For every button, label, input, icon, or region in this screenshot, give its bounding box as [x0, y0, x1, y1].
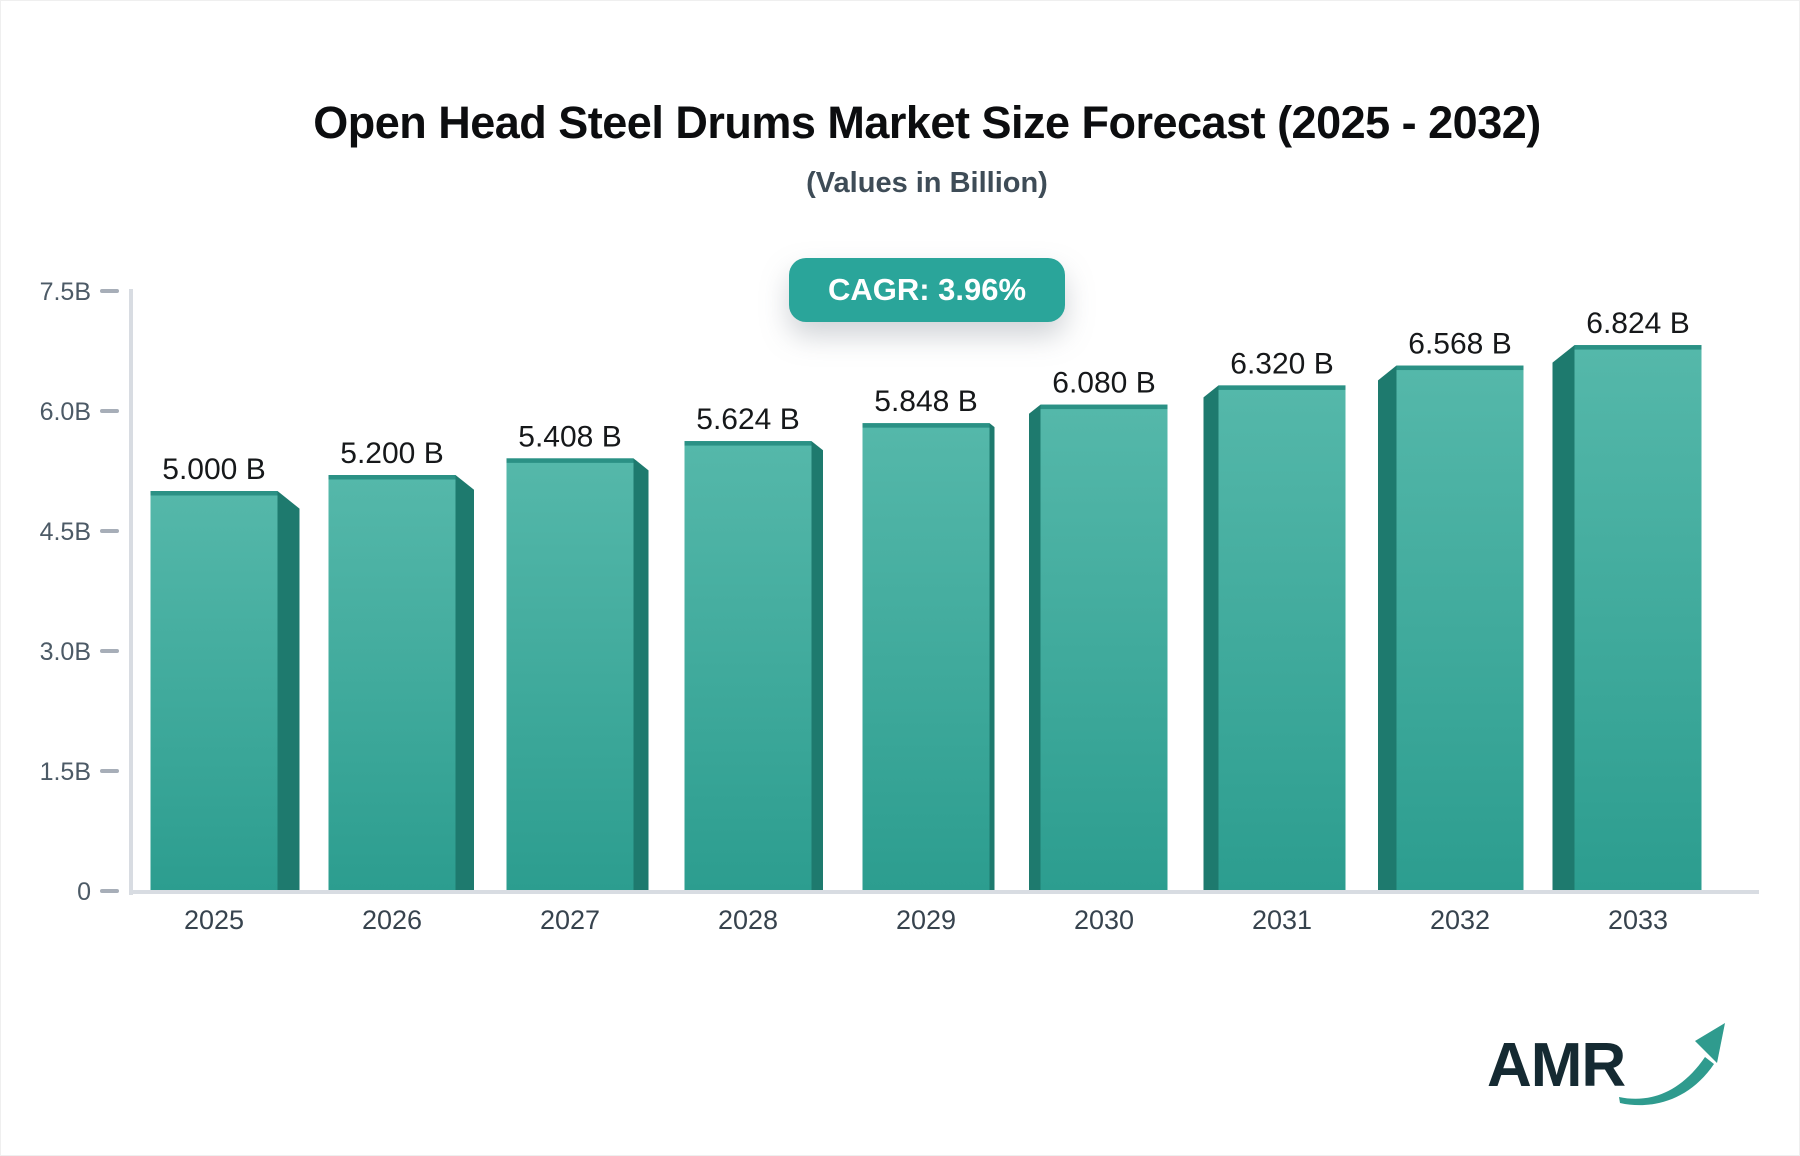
bar-value-label: 6.080 B	[1052, 367, 1155, 400]
chart-header: Open Head Steel Drums Market Size Foreca…	[1, 97, 1799, 200]
y-tick-label: 4.5B	[40, 518, 91, 546]
y-tick-label: 6.0B	[40, 398, 91, 426]
chart-subtitle: (Values in Billion)	[806, 167, 1048, 199]
bar-value-label: 5.624 B	[696, 403, 799, 436]
bar-top-edge	[150, 491, 278, 496]
bar-side-face	[989, 423, 995, 891]
bar-value-label: 6.568 B	[1408, 328, 1511, 361]
bar	[506, 458, 634, 891]
x-axis-label: 2027	[540, 905, 600, 935]
bar-side-face	[633, 458, 649, 891]
amr-logo: AMR	[1487, 1005, 1727, 1115]
chart-title: Open Head Steel Drums Market Size Foreca…	[313, 97, 1541, 148]
y-tick-label: 0	[77, 878, 91, 906]
bar-top-edge	[506, 458, 634, 463]
bar	[1218, 385, 1346, 891]
y-tick-dash	[100, 769, 119, 773]
bar-top-edge	[862, 423, 990, 428]
x-axis-label: 2032	[1430, 905, 1490, 935]
bar-top-edge	[1396, 365, 1524, 371]
y-tick-dash	[100, 889, 119, 893]
x-axis-line	[129, 890, 1759, 894]
bar-value-label: 5.848 B	[874, 385, 977, 418]
bar-side-face	[1203, 385, 1219, 891]
bar-top-edge	[1218, 385, 1346, 390]
bar-side-face	[1378, 365, 1397, 891]
bar	[1396, 365, 1524, 891]
bar	[1574, 345, 1702, 892]
y-tick-dash	[100, 649, 119, 653]
bar-value-label: 5.200 B	[340, 437, 443, 470]
bar-side-face	[455, 475, 474, 891]
bar-value-label: 6.824 B	[1586, 307, 1689, 340]
y-tick-dash	[100, 409, 119, 413]
bar-top-edge	[1040, 404, 1168, 410]
x-axis-label: 2030	[1074, 905, 1134, 935]
bar-top-edge	[328, 475, 456, 480]
x-axis-label: 2028	[718, 905, 778, 935]
bar-side-face	[1029, 404, 1041, 891]
y-tick-dash	[100, 529, 119, 533]
y-tick-label: 3.0B	[40, 638, 91, 666]
y-axis-line	[129, 289, 133, 895]
bar-side-face	[811, 441, 823, 891]
x-axis-label: 2033	[1608, 905, 1668, 935]
bar	[1040, 404, 1168, 891]
bar-value-label: 6.320 B	[1230, 347, 1333, 380]
bar	[328, 475, 456, 891]
bar	[684, 441, 812, 891]
bar-side-face	[1552, 345, 1575, 892]
bar-value-label: 5.408 B	[518, 420, 621, 453]
y-tick-label: 1.5B	[40, 758, 91, 786]
bar-top-edge	[684, 441, 812, 446]
bar	[862, 423, 990, 891]
bar	[150, 491, 278, 891]
x-axis-label: 2031	[1252, 905, 1312, 935]
x-axis-label: 2026	[362, 905, 422, 935]
bar-top-edge	[1574, 345, 1702, 350]
y-tick-label: 7.5B	[40, 278, 91, 306]
bar-side-face	[277, 491, 300, 891]
cagr-badge-label: CAGR: 3.96%	[827, 272, 1027, 307]
amr-logo-text: AMR	[1487, 1031, 1626, 1100]
cagr-badge: CAGR: 3.96%	[789, 258, 1065, 322]
amr-logo-arrow-icon	[1619, 1023, 1725, 1106]
x-axis-label: 2025	[184, 905, 244, 935]
y-tick-dash	[100, 289, 119, 293]
bar-value-label: 5.000 B	[162, 453, 265, 486]
x-axis-label: 2029	[896, 905, 956, 935]
